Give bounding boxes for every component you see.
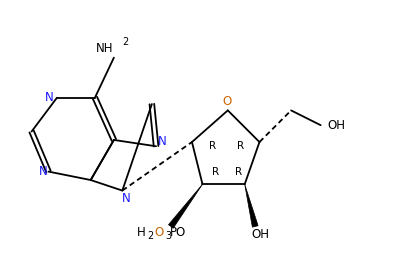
Text: PO: PO (171, 226, 187, 239)
Text: N: N (158, 135, 167, 148)
Polygon shape (168, 184, 202, 228)
Text: R: R (211, 166, 219, 176)
Text: 2: 2 (147, 231, 154, 241)
Text: R: R (209, 141, 217, 151)
Text: NH: NH (96, 42, 113, 55)
Text: 2: 2 (123, 37, 129, 47)
Text: H: H (137, 226, 146, 239)
Text: N: N (39, 165, 48, 178)
Text: OH: OH (328, 119, 346, 132)
Text: O: O (222, 95, 232, 108)
Text: OH: OH (252, 227, 269, 241)
Text: N: N (45, 91, 54, 104)
Polygon shape (245, 184, 258, 227)
Text: N: N (122, 192, 131, 205)
Text: R: R (237, 141, 244, 151)
Text: R: R (235, 166, 242, 176)
Text: 3: 3 (165, 231, 171, 241)
Text: O: O (154, 226, 164, 239)
